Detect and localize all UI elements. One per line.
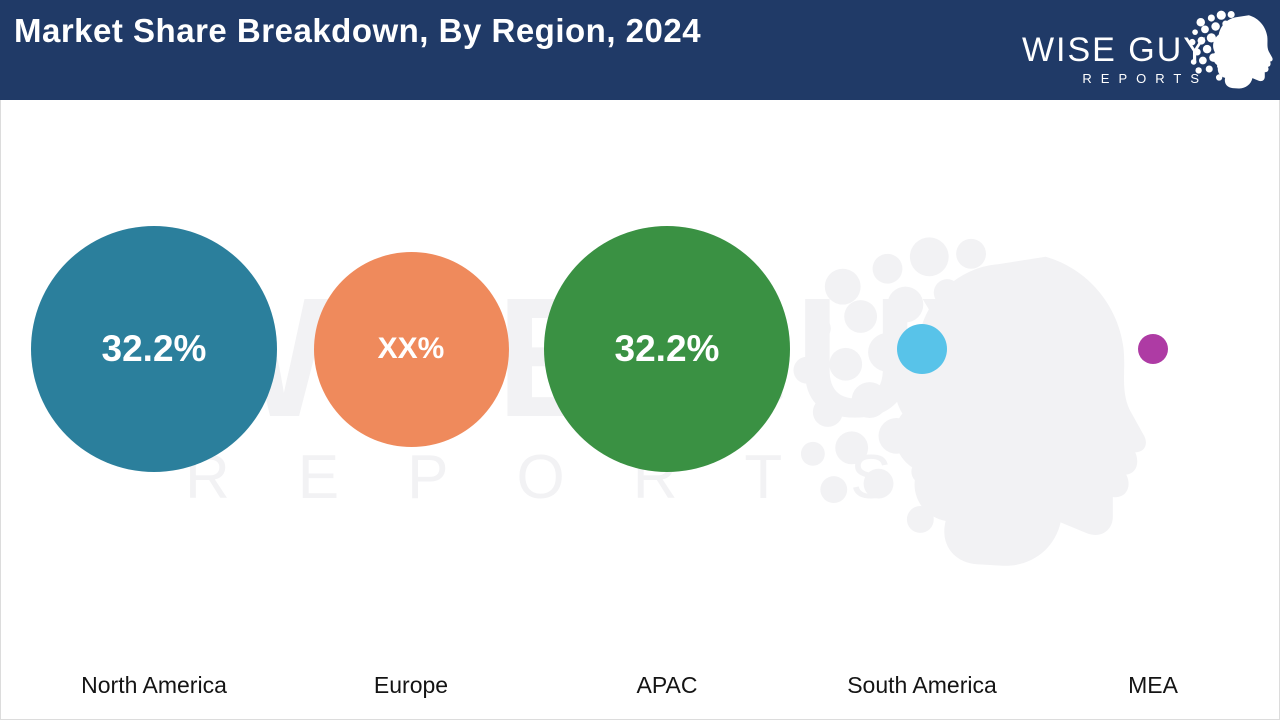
chart-area: WISE GUY REPORTS 32.2%North AmericaXX%Eu… [0, 100, 1280, 720]
bubble-south-america [897, 324, 947, 374]
head-profile-icon [1189, 10, 1273, 89]
region-label-north-america: North America [81, 672, 227, 698]
bubble-north-america: 32.2% [31, 226, 277, 472]
brand-logo-text: WISE GUY REPORTS [1022, 33, 1208, 85]
bubble-value-apac: 32.2% [614, 328, 720, 369]
bubble-value-europe: XX% [377, 332, 445, 365]
brand-name: WISE GUY [1021, 31, 1208, 69]
region-label-mea: MEA [1128, 672, 1178, 698]
watermark-reports-text: REPORTS [185, 443, 960, 512]
region-label-europe: Europe [373, 672, 449, 698]
brand-logo: WISE GUY REPORTS [1022, 6, 1280, 98]
bubble-value-north-america: 32.2% [101, 328, 207, 369]
header-bar: Market Share Breakdown, By Region, 2024 … [0, 0, 1280, 100]
page-title: Market Share Breakdown, By Region, 2024 [14, 12, 702, 49]
bubble-mea [1138, 334, 1168, 364]
region-label-south-america: South America [847, 672, 997, 698]
brand-subname: REPORTS [1082, 71, 1208, 86]
watermark-head-icon [793, 237, 1146, 566]
region-label-apac: APAC [636, 672, 698, 698]
bubble-apac: 32.2% [544, 226, 790, 472]
bubble-europe: XX% [313, 251, 509, 447]
